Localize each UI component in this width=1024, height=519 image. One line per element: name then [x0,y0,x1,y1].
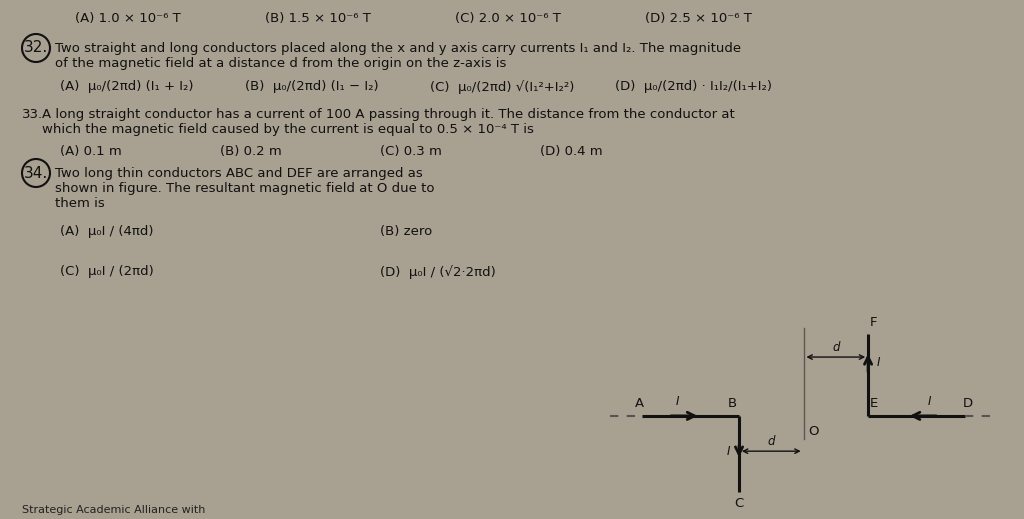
Text: which the magnetic field caused by the current is equal to 0.5 × 10⁻⁴ T is: which the magnetic field caused by the c… [42,123,534,136]
Text: Two long thin conductors ABC and DEF are arranged as: Two long thin conductors ABC and DEF are… [55,167,423,180]
Text: O: O [808,425,818,438]
Text: A long straight conductor has a current of 100 A passing through it. The distanc: A long straight conductor has a current … [42,108,735,121]
Text: (C) 0.3 m: (C) 0.3 m [380,145,442,158]
Text: Two straight and long conductors placed along the x and y axis carry currents I₁: Two straight and long conductors placed … [55,42,741,55]
Text: (D)  μ₀/(2πd) · I₁I₂/(I₁+I₂): (D) μ₀/(2πd) · I₁I₂/(I₁+I₂) [615,80,772,93]
Text: 32.: 32. [24,40,48,56]
Text: d: d [768,435,775,448]
Text: (D)  μ₀I / (√2·2πd): (D) μ₀I / (√2·2πd) [380,265,496,279]
Text: C: C [734,497,743,510]
Text: B: B [728,397,737,410]
Text: (B) 1.5 × 10⁻⁶ T: (B) 1.5 × 10⁻⁶ T [265,12,371,25]
Text: I: I [676,395,680,408]
Text: d: d [833,341,840,354]
Text: of the magnetic field at a distance d from the origin on the z-axis is: of the magnetic field at a distance d fr… [55,57,507,70]
Text: Strategic Academic Alliance with: Strategic Academic Alliance with [22,505,206,515]
Text: I: I [878,357,881,370]
Text: them is: them is [55,197,104,210]
Text: (B) 0.2 m: (B) 0.2 m [220,145,282,158]
Text: F: F [870,316,878,329]
Text: 34.: 34. [24,166,48,181]
Text: 33.: 33. [22,108,43,121]
Text: (D) 0.4 m: (D) 0.4 m [540,145,603,158]
Text: D: D [963,397,973,410]
Text: (A)  μ₀I / (4πd): (A) μ₀I / (4πd) [60,225,154,238]
Text: I: I [726,445,730,458]
Text: (B)  μ₀/(2πd) (I₁ − I₂): (B) μ₀/(2πd) (I₁ − I₂) [245,80,379,93]
Text: shown in figure. The resultant magnetic field at O due to: shown in figure. The resultant magnetic … [55,182,434,195]
Text: (A) 0.1 m: (A) 0.1 m [60,145,122,158]
Text: (C)  μ₀I / (2πd): (C) μ₀I / (2πd) [60,265,154,278]
Text: (D) 2.5 × 10⁻⁶ T: (D) 2.5 × 10⁻⁶ T [645,12,752,25]
Text: (C) 2.0 × 10⁻⁶ T: (C) 2.0 × 10⁻⁶ T [455,12,561,25]
Text: E: E [870,397,879,410]
Text: (B) zero: (B) zero [380,225,432,238]
Text: (A)  μ₀/(2πd) (I₁ + I₂): (A) μ₀/(2πd) (I₁ + I₂) [60,80,194,93]
Text: (C)  μ₀/(2πd) √(I₁²+I₂²): (C) μ₀/(2πd) √(I₁²+I₂²) [430,80,574,94]
Text: I: I [928,395,931,408]
Text: (A) 1.0 × 10⁻⁶ T: (A) 1.0 × 10⁻⁶ T [75,12,181,25]
Text: A: A [635,397,644,410]
